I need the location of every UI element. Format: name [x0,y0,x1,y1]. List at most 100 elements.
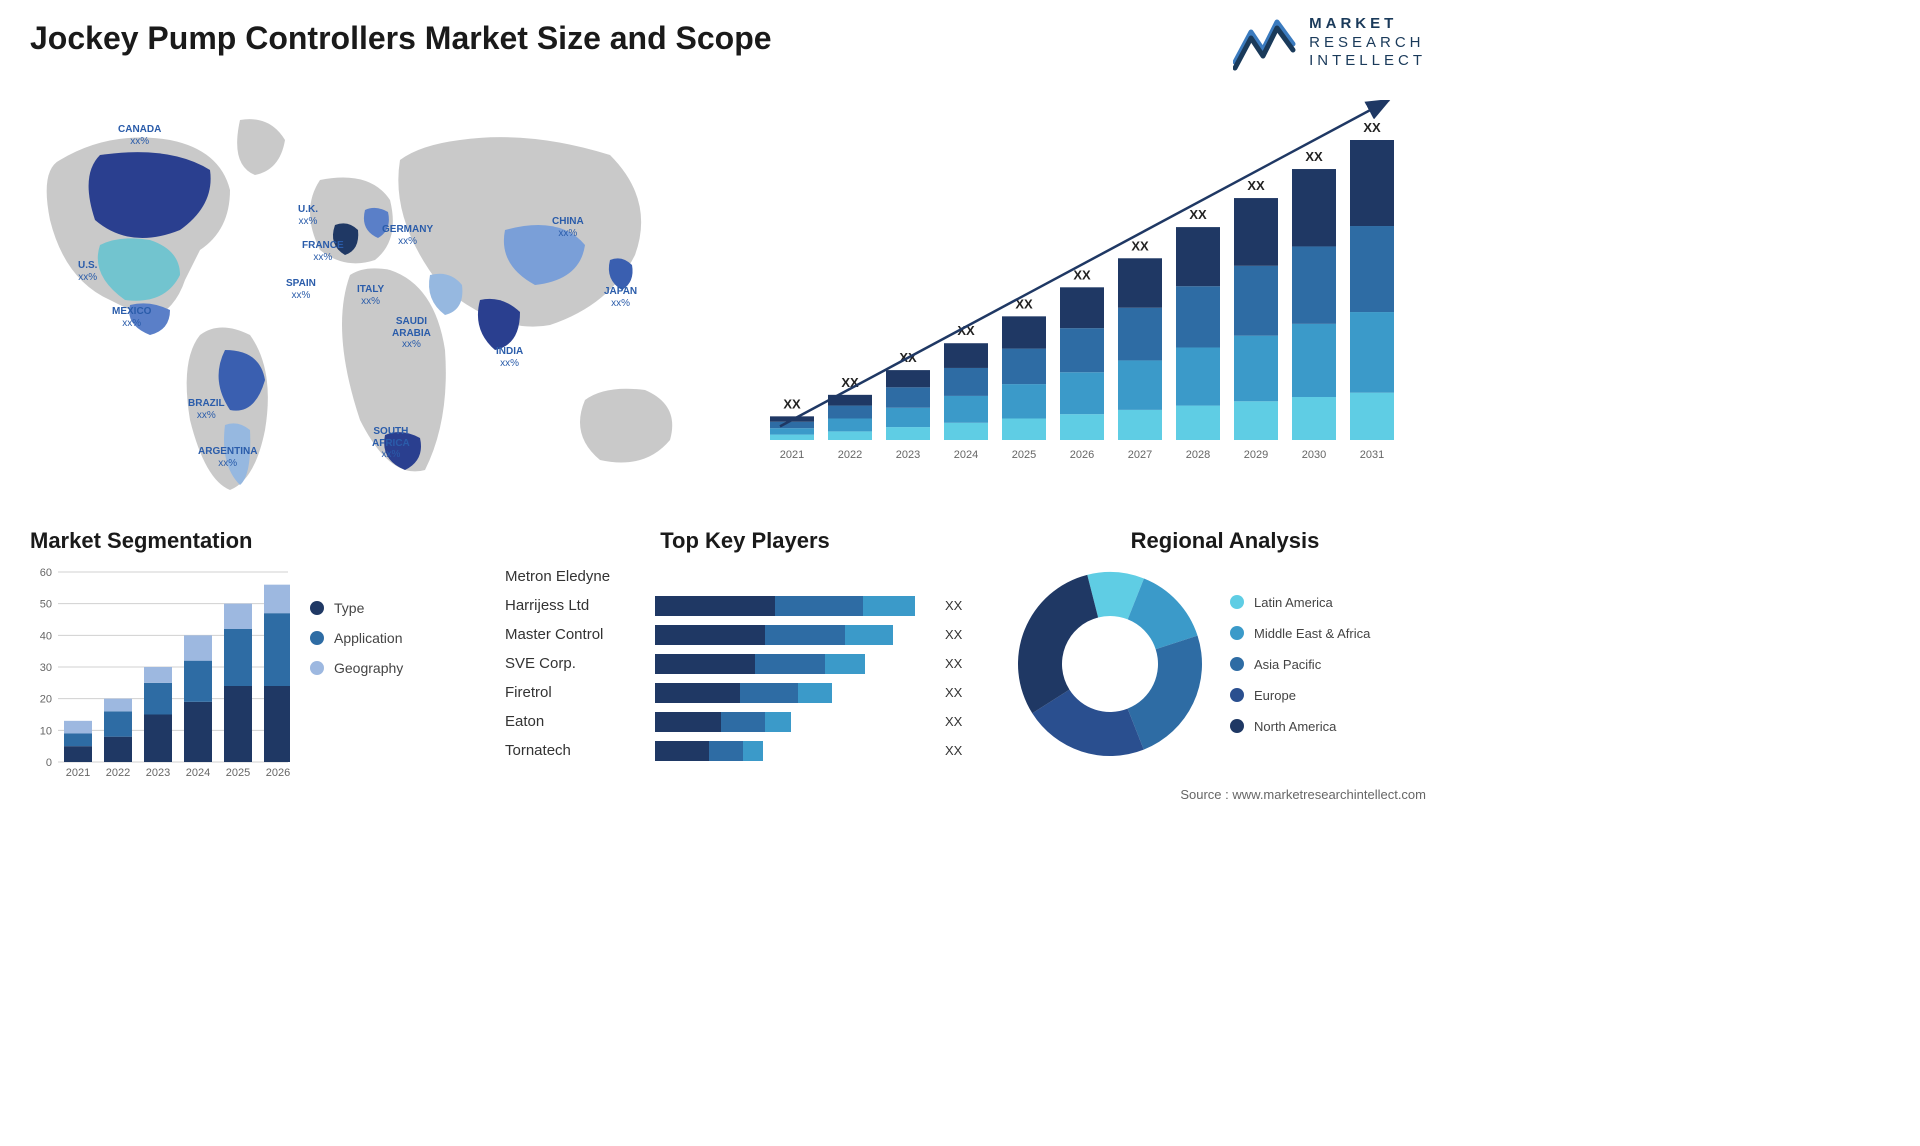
player-bar-segment [655,741,709,761]
main-bar-segment [1118,410,1162,440]
main-bar-segment [1176,227,1220,286]
source-text: Source : www.marketresearchintellect.com [1180,787,1426,802]
player-row: SVE Corp. XX [505,649,985,678]
player-bar-segment [721,712,765,732]
seg-bar-segment [144,667,172,683]
main-bar-year: 2022 [838,449,862,461]
player-value: XX [945,656,962,671]
player-name: SVE Corp. [505,655,655,672]
player-bar [655,567,935,587]
main-bar-year: 2021 [780,449,804,461]
legend-item: North America [1230,719,1370,734]
main-bar-segment [886,427,930,440]
main-bar-segment [944,343,988,368]
main-bar-segment [1002,384,1046,418]
player-row: Master Control XX [505,620,985,649]
seg-bar-segment [264,686,290,762]
seg-bar-segment [64,734,92,747]
main-bar-segment [1176,348,1220,406]
seg-bar-segment [144,683,172,715]
regional-legend: Latin America Middle East & Africa Asia Pa… [1230,595,1370,734]
main-bar-segment [1234,266,1278,336]
main-bar-value: XX [1131,238,1149,253]
main-bar-segment [886,387,930,407]
segmentation-legend: TypeApplicationGeography [310,564,403,784]
main-bar-segment [944,423,988,440]
main-bar-segment [886,408,930,427]
player-bar-segment [765,625,845,645]
country-label: SOUTHAFRICAxx% [372,426,410,461]
world-map: CANADAxx%U.S.xx%MEXICOxx%BRAZILxx%ARGENT… [30,100,710,500]
seg-bar-segment [184,661,212,702]
legend-label: Asia Pacific [1254,657,1321,672]
player-name: Master Control [505,626,655,643]
segmentation-title: Market Segmentation [30,528,470,554]
seg-bar-segment [224,629,252,686]
legend-swatch-icon [1230,657,1244,671]
seg-year-label: 2026 [266,767,290,779]
legend-item: Latin America [1230,595,1370,610]
main-bar-segment [1002,418,1046,440]
seg-bar-segment [64,721,92,734]
main-bar-segment [1350,312,1394,393]
legend-item: Asia Pacific [1230,657,1370,672]
legend-label: Latin America [1254,595,1333,610]
main-bar-segment [1350,140,1394,226]
main-bar-segment [886,370,930,387]
player-bar-segment [798,683,832,703]
player-bar-segment [863,596,915,616]
main-bar-segment [944,368,988,396]
country-label: JAPANxx% [604,286,637,309]
main-bar-segment [1234,336,1278,402]
player-value: XX [945,598,962,613]
player-value: XX [945,743,962,758]
player-bar-segment [775,596,863,616]
player-bar-segment [655,654,755,674]
main-bar-year: 2024 [954,449,978,461]
legend-swatch-icon [310,631,324,645]
y-tick-label: 10 [40,725,52,737]
y-tick-label: 60 [40,567,52,579]
seg-bar-segment [264,613,290,686]
seg-bar-segment [224,686,252,762]
player-bar-segment [765,712,791,732]
legend-item: Middle East & Africa [1230,626,1370,641]
page-title: Jockey Pump Controllers Market Size and … [30,20,772,57]
player-bar-segment [743,741,763,761]
main-bar-segment [1234,198,1278,266]
legend-swatch-icon [1230,626,1244,640]
main-bar-segment [1292,246,1336,323]
country-label: CANADAxx% [118,124,161,147]
country-label: U.K.xx% [298,204,318,227]
main-bar-segment [1118,258,1162,307]
regional-title: Regional Analysis [1010,528,1440,554]
donut-slice [1128,636,1202,750]
main-bar-value: XX [1189,207,1207,222]
seg-bar-segment [104,711,132,736]
regional-section: Regional Analysis Latin America Middle Ea… [1010,528,1440,764]
main-bar-year: 2026 [1070,449,1094,461]
main-bar-value: XX [783,396,801,411]
y-tick-label: 50 [40,599,52,611]
main-bar-segment [1350,226,1394,312]
player-value: XX [945,685,962,700]
donut-slice [1018,575,1098,713]
main-bar-segment [1292,324,1336,397]
legend-item: Geography [310,660,403,676]
main-bar-segment [1118,360,1162,409]
country-label: U.S.xx% [78,260,97,283]
player-bar-segment [825,654,865,674]
players-list: Metron EledyneHarrijess LtdXXMaster Cont… [505,562,985,765]
regional-donut [1010,564,1210,764]
main-bar-chart: XX2021XX2022XX2023XX2024XX2025XX2026XX20… [760,100,1420,470]
main-bar-value: XX [1247,178,1265,193]
legend-label: Geography [334,660,403,676]
legend-swatch-icon [310,601,324,615]
legend-label: North America [1254,719,1336,734]
player-value: XX [945,627,962,642]
player-name: Metron Eledyne [505,568,655,585]
main-bar-segment [1060,372,1104,414]
seg-bar-segment [184,635,212,660]
country-label: ARGENTINAxx% [198,446,257,469]
y-tick-label: 40 [40,630,52,642]
